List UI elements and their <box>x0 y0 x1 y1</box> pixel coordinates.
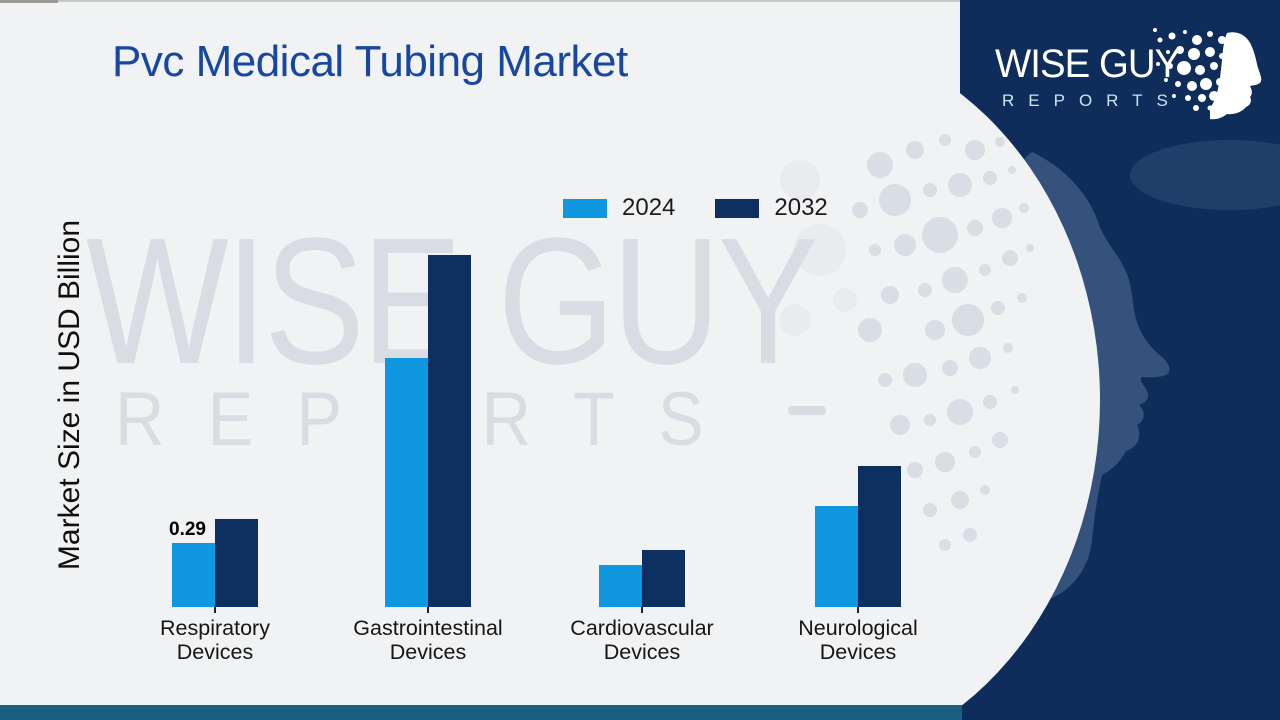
data-label-2024-respiratory-devices: 0.29 <box>169 519 206 540</box>
axis-tick-neurological-devices <box>857 607 859 613</box>
bar-2024-gastrointestinal-devices <box>385 358 428 607</box>
axis-tick-cardiovascular-devices <box>641 607 643 613</box>
logo-sub-text: REPORTS <box>1002 91 1182 110</box>
bar-2024-respiratory-devices <box>172 543 215 607</box>
legend: 2024 2032 <box>563 196 828 220</box>
axis-tick-respiratory-devices <box>214 607 216 613</box>
category-label-gastrointestinal-devices: Gastrointestinal Devices <box>353 616 503 664</box>
legend-swatch-2024 <box>563 198 607 218</box>
logo-head-glow <box>1130 140 1280 210</box>
top-hairline <box>0 0 960 2</box>
axis-tick-gastrointestinal-devices <box>427 607 429 613</box>
page-title: Pvc Medical Tubing Market <box>112 37 628 86</box>
watermark-dash <box>788 406 826 415</box>
bar-2032-gastrointestinal-devices <box>428 255 471 607</box>
dotted-brain-texture <box>852 134 1034 551</box>
logo-head-icon <box>1153 28 1262 120</box>
bar-2024-cardiovascular-devices <box>599 565 642 607</box>
top-hairline-left <box>0 0 58 3</box>
faint-dots <box>779 160 857 336</box>
legend-label-2024: 2024 <box>622 194 676 221</box>
legend-swatch-2032 <box>715 198 760 218</box>
bar-2032-neurological-devices <box>858 466 901 607</box>
legend-item-2024: 2024 <box>563 196 675 220</box>
category-label-cardiovascular-devices: Cardiovascular Devices <box>570 616 714 664</box>
logo-head-dots <box>1153 28 1227 111</box>
legend-item-2032: 2032 <box>715 194 828 221</box>
category-label-neurological-devices: Neurological Devices <box>798 616 918 664</box>
bottom-accent-bar <box>0 705 962 720</box>
bar-2032-respiratory-devices <box>215 519 258 607</box>
bar-2032-cardiovascular-devices <box>642 550 685 607</box>
logo-brand-text: WISE GUY <box>995 42 1180 86</box>
legend-label-2032: 2032 <box>774 194 828 221</box>
category-label-respiratory-devices: Respiratory Devices <box>160 616 270 664</box>
bar-2024-neurological-devices <box>815 506 858 607</box>
